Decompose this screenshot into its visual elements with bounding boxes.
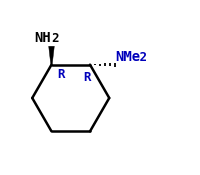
Polygon shape bbox=[48, 46, 54, 65]
Text: R: R bbox=[82, 71, 90, 84]
Text: 2: 2 bbox=[51, 32, 58, 45]
Text: R: R bbox=[57, 68, 65, 81]
Text: 2: 2 bbox=[131, 51, 146, 64]
Text: NH: NH bbox=[34, 31, 51, 45]
Text: NMe: NMe bbox=[115, 50, 140, 64]
